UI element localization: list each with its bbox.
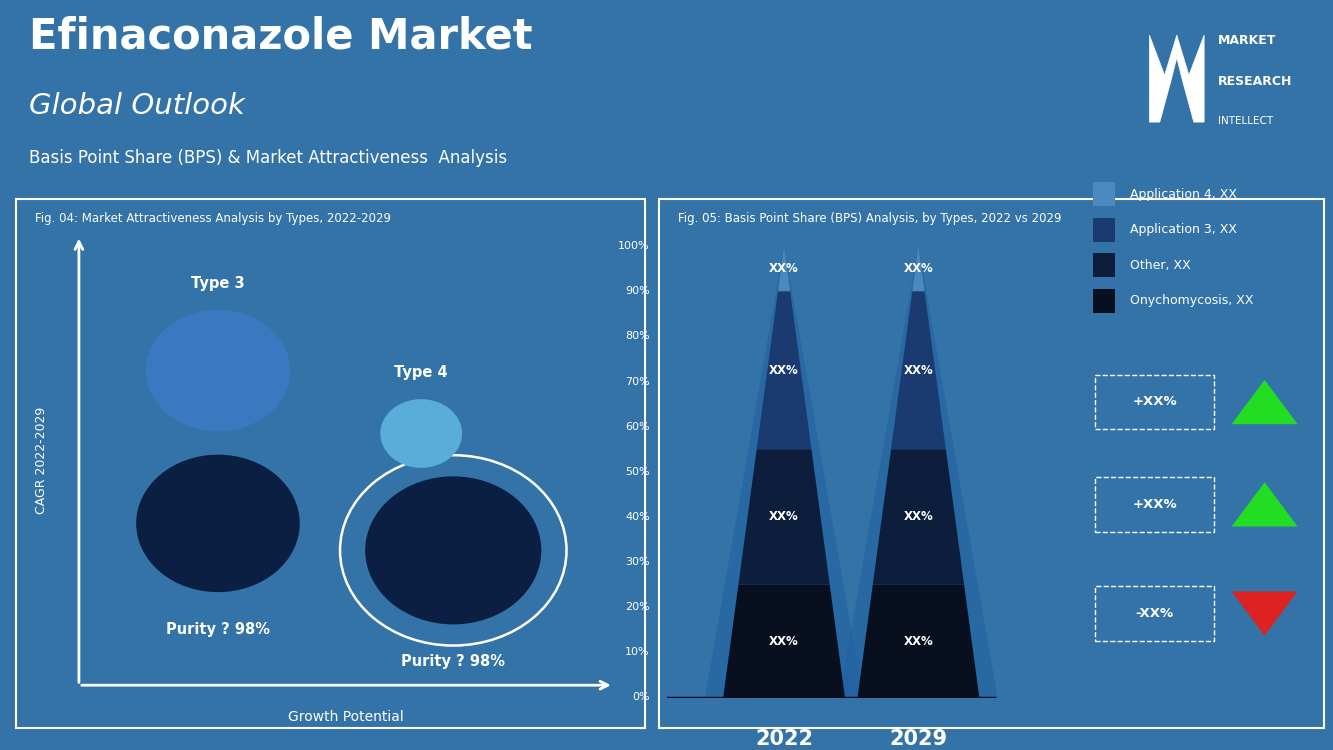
- Text: XX%: XX%: [904, 262, 933, 275]
- Text: +XX%: +XX%: [1132, 498, 1177, 511]
- Text: RESEARCH: RESEARCH: [1218, 75, 1293, 88]
- Text: 2022: 2022: [754, 729, 813, 749]
- Circle shape: [380, 399, 463, 468]
- Text: XX%: XX%: [904, 364, 933, 376]
- Text: 50%: 50%: [625, 466, 649, 477]
- Circle shape: [145, 310, 291, 431]
- Text: XX%: XX%: [769, 511, 798, 524]
- Text: 20%: 20%: [625, 602, 649, 612]
- Text: Purity ? 98%: Purity ? 98%: [401, 654, 505, 669]
- Text: MARKET: MARKET: [1218, 34, 1277, 47]
- Text: Growth Potential: Growth Potential: [288, 710, 404, 724]
- Polygon shape: [738, 449, 829, 585]
- Text: Type 3: Type 3: [191, 276, 245, 291]
- Text: 2029: 2029: [889, 729, 948, 749]
- Text: Type 4: Type 4: [395, 365, 448, 380]
- Text: 80%: 80%: [625, 332, 649, 341]
- Polygon shape: [873, 449, 964, 585]
- Polygon shape: [778, 246, 790, 291]
- Text: INTELLECT: INTELLECT: [1218, 116, 1273, 126]
- Text: 90%: 90%: [625, 286, 649, 296]
- Polygon shape: [1232, 482, 1297, 526]
- Polygon shape: [840, 246, 997, 698]
- Text: 0%: 0%: [632, 692, 649, 703]
- Circle shape: [365, 476, 541, 625]
- Text: XX%: XX%: [904, 634, 933, 647]
- Bar: [1093, 182, 1114, 206]
- Text: XX%: XX%: [904, 511, 933, 524]
- Text: Onychomycosis, XX: Onychomycosis, XX: [1130, 295, 1254, 307]
- Text: Global Outlook: Global Outlook: [29, 92, 245, 120]
- Text: Efinaconazole Market: Efinaconazole Market: [29, 15, 533, 57]
- Text: XX%: XX%: [769, 262, 798, 275]
- Text: Application 3, XX: Application 3, XX: [1130, 224, 1237, 236]
- Polygon shape: [1232, 592, 1297, 636]
- Text: XX%: XX%: [769, 364, 798, 376]
- Text: 30%: 30%: [625, 557, 649, 567]
- Bar: [1093, 217, 1114, 242]
- Text: -XX%: -XX%: [1136, 607, 1174, 620]
- Text: 100%: 100%: [619, 241, 649, 251]
- Polygon shape: [912, 246, 925, 291]
- Bar: [1093, 289, 1114, 313]
- Text: Fig. 05: Basis Point Share (BPS) Analysis, by Types, 2022 vs 2029: Fig. 05: Basis Point Share (BPS) Analysi…: [678, 212, 1062, 225]
- Text: CAGR 2022-2029: CAGR 2022-2029: [35, 406, 48, 514]
- Text: 60%: 60%: [625, 422, 649, 432]
- Text: XX%: XX%: [769, 634, 798, 647]
- Text: Other, XX: Other, XX: [1130, 259, 1192, 272]
- Text: Purity ? 98%: Purity ? 98%: [167, 622, 271, 637]
- Polygon shape: [757, 291, 812, 449]
- Text: Basis Point Share (BPS) & Market Attractiveness  Analysis: Basis Point Share (BPS) & Market Attract…: [29, 149, 508, 167]
- Circle shape: [136, 454, 300, 592]
- Polygon shape: [705, 246, 864, 698]
- Polygon shape: [857, 585, 980, 698]
- Text: Fig. 04: Market Attractiveness Analysis by Types, 2022-2029: Fig. 04: Market Attractiveness Analysis …: [35, 212, 391, 225]
- Text: 10%: 10%: [625, 647, 649, 657]
- Polygon shape: [724, 585, 845, 698]
- Text: 70%: 70%: [625, 376, 649, 386]
- Polygon shape: [1232, 380, 1297, 424]
- Text: 40%: 40%: [625, 512, 649, 522]
- Polygon shape: [890, 291, 946, 449]
- Text: Application 4, XX: Application 4, XX: [1130, 188, 1237, 200]
- Bar: [1093, 254, 1114, 278]
- Text: +XX%: +XX%: [1132, 395, 1177, 409]
- Polygon shape: [1149, 35, 1204, 122]
